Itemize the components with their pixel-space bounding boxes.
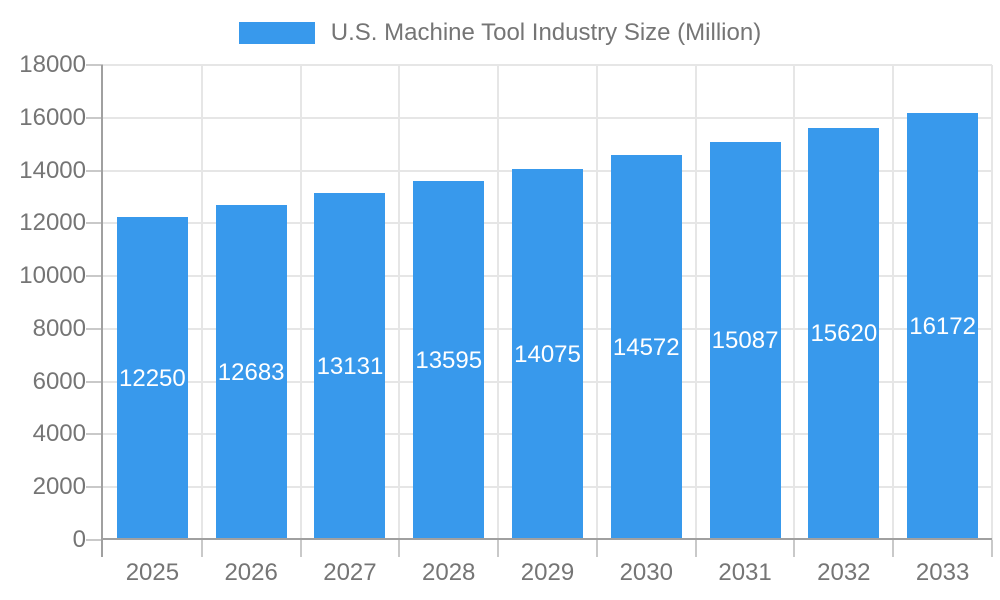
y-tick: [86, 222, 103, 225]
y-tick: [86, 380, 103, 383]
x-tick: [398, 540, 401, 557]
x-tick: [497, 540, 500, 557]
x-tick: [991, 540, 993, 557]
y-tick: [86, 539, 103, 541]
bar[interactable]: 16172: [907, 113, 979, 540]
bar-value-label: 12250: [119, 364, 186, 392]
x-axis-label: 2028: [422, 559, 476, 586]
bar[interactable]: 14075: [512, 169, 583, 540]
x-axis-label: 2026: [224, 559, 278, 586]
v-gridline: [497, 65, 500, 540]
h-gridline: [103, 64, 992, 66]
bar[interactable]: 13131: [314, 193, 386, 540]
v-gridline: [793, 65, 796, 540]
bar-value-label: 15087: [711, 327, 779, 354]
bar-value-label: 15620: [810, 320, 878, 347]
x-axis-label: 2025: [125, 559, 180, 586]
y-axis-label: 6000: [32, 367, 86, 395]
x-axis-label: 2027: [323, 559, 377, 586]
legend-swatch: [238, 22, 315, 44]
y-tick: [86, 116, 103, 119]
y-axis-label: 8000: [32, 314, 86, 342]
v-gridline: [892, 65, 895, 540]
y-tick: [86, 64, 103, 66]
h-gridline: [103, 116, 992, 119]
bar[interactable]: 15620: [808, 128, 880, 540]
x-axis-label: 2029: [520, 559, 575, 586]
v-gridline: [595, 65, 598, 540]
legend-label: U.S. Machine Tool Industry Size (Million…: [330, 19, 762, 46]
x-axis-label: 2031: [718, 559, 772, 586]
bar-value-label: 14572: [612, 333, 680, 361]
y-axis-label: 4000: [32, 420, 86, 448]
x-tick: [595, 540, 598, 557]
x-axis-label: 2032: [817, 559, 871, 586]
bar-value-label: 13131: [316, 352, 384, 380]
v-gridline: [991, 65, 993, 540]
bar[interactable]: 13595: [413, 181, 485, 540]
x-axis-label: 2033: [915, 559, 970, 586]
x-tick: [299, 540, 302, 557]
bar-value-label: 12683: [217, 358, 285, 386]
x-tick: [892, 540, 895, 557]
x-tick: [694, 540, 697, 557]
plot-area: 0 2000 4000 6000 8000 10000 12000 14000 16000 180…: [19, 51, 993, 586]
y-axis-label: 18000: [19, 51, 86, 78]
bar-value-label: 14075: [514, 340, 581, 368]
y-axis-line: [101, 65, 103, 557]
y-tick: [86, 169, 103, 172]
bar[interactable]: 14572: [610, 155, 682, 540]
y-axis-label: 2000: [32, 473, 86, 501]
y-tick: [86, 327, 103, 330]
bar-value-label: 13595: [415, 346, 483, 374]
y-axis-label: 12000: [19, 209, 86, 237]
bar[interactable]: 12683: [215, 205, 287, 540]
bar[interactable]: 12250: [116, 217, 188, 540]
v-gridline: [299, 65, 302, 540]
y-tick: [86, 486, 103, 489]
v-gridline: [398, 65, 401, 540]
y-tick: [86, 275, 103, 278]
bar[interactable]: 15087: [709, 142, 781, 540]
x-tick: [200, 540, 203, 557]
x-axis-label: 2030: [619, 559, 673, 586]
y-axis-label: 14000: [19, 156, 86, 184]
y-axis-label: 10000: [19, 262, 86, 290]
bar-value-label: 16172: [909, 312, 976, 340]
x-axis-line: [101, 538, 992, 540]
v-gridline: [200, 65, 203, 540]
v-gridline: [694, 65, 697, 540]
y-axis-label: 16000: [19, 103, 86, 131]
chart-legend[interactable]: U.S. Machine Tool Industry Size (Million…: [0, 18, 1000, 48]
y-tick: [86, 433, 103, 436]
y-axis-label: 0: [72, 526, 86, 553]
x-tick: [793, 540, 796, 557]
